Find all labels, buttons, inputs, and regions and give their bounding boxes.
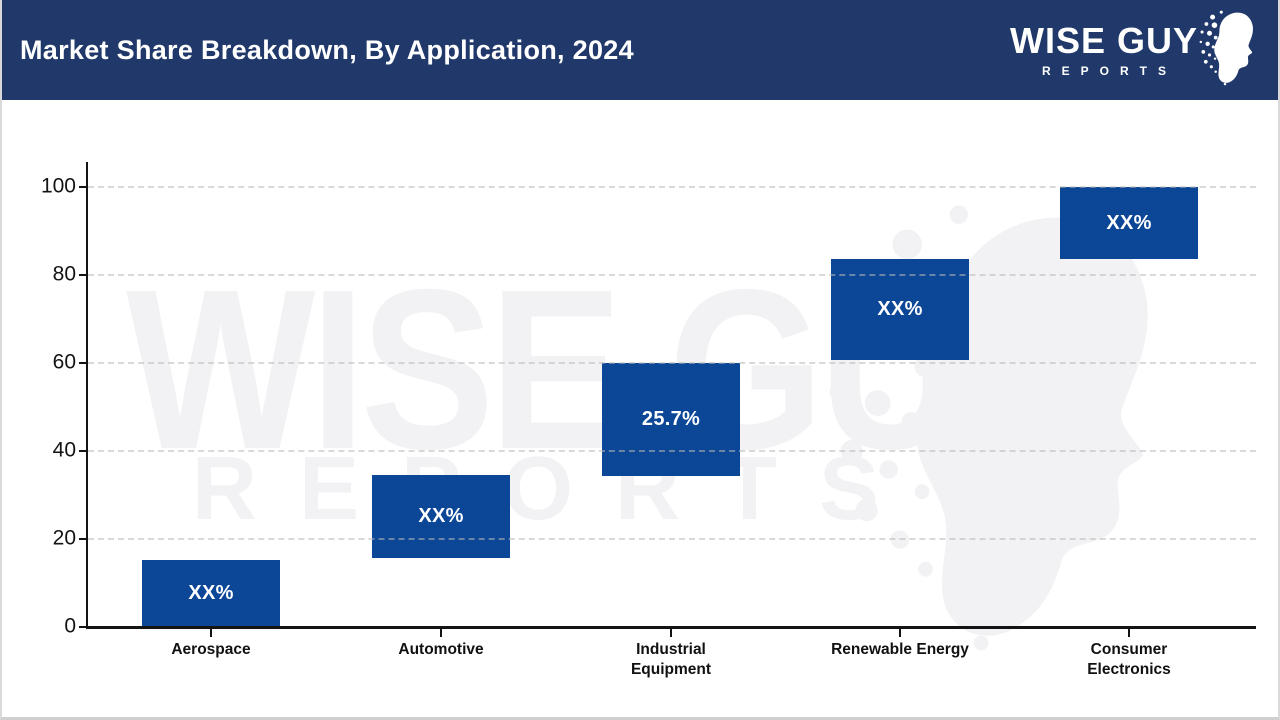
x-tick-mark-consumer-electronics	[1128, 628, 1130, 637]
y-axis	[86, 162, 88, 629]
y-tick-label-80: 80	[52, 262, 76, 286]
x-tick-mark-automotive	[440, 628, 442, 637]
x-category-label-line: Aerospace	[171, 640, 251, 658]
logo-wordmark: WISE GUY	[1009, 19, 1198, 61]
gridline-40	[88, 449, 1256, 452]
x-category-label: Renewable Energy	[784, 640, 1016, 661]
y-tick-label-100: 100	[40, 174, 76, 198]
y-tick-label-0: 0	[64, 614, 76, 638]
wiseguy-logo: WISE GUY REPORTS	[1010, 9, 1256, 91]
bar-value-label: XX%	[188, 581, 234, 604]
y-tick-label-40: 40	[52, 438, 76, 462]
x-category-label: Consumer Electronics	[1013, 640, 1245, 682]
logo-reports-text: REPORTS	[1041, 63, 1177, 78]
bar-value-label: XX%	[877, 297, 923, 320]
x-tick-mark-industrial-equipment	[670, 628, 672, 637]
gridline-20	[88, 537, 1256, 540]
gridline-60	[88, 361, 1256, 364]
bar-value-label: 25.7%	[641, 407, 701, 430]
x-category-label: Industrial Equipment	[555, 640, 787, 682]
x-category-label: Aerospace	[95, 640, 327, 661]
x-tick-mark-renewable-energy	[899, 628, 901, 637]
y-tick-mark-100	[79, 185, 88, 188]
y-tick-label-60: 60	[52, 350, 76, 374]
bar-industrial-equipment	[602, 362, 740, 476]
gridline-80	[88, 273, 1256, 276]
x-category-label-line: Equipment	[630, 661, 712, 679]
x-category-label-line: Industrial	[636, 640, 706, 658]
y-tick-mark-20	[79, 537, 88, 540]
y-tick-mark-40	[79, 449, 88, 452]
x-category-label: Automotive	[325, 640, 557, 661]
header-bar: Market Share Breakdown, By Application, …	[0, 0, 1280, 100]
logo-text: WISE GUY REPORTS	[1009, 19, 1198, 78]
y-tick-mark-80	[79, 273, 88, 276]
y-tick-label-20: 20	[52, 526, 76, 550]
logo-face-icon	[1194, 9, 1256, 91]
bar-value-label: XX%	[1106, 211, 1152, 234]
x-category-label-line: Automotive	[398, 640, 484, 658]
page-title: Market Share Breakdown, By Application, …	[20, 34, 634, 65]
x-category-label-line: Electronics	[1087, 661, 1171, 679]
x-category-label-line: Consumer	[1090, 640, 1168, 658]
bar-value-label: XX%	[418, 504, 464, 527]
x-axis	[86, 625, 1256, 629]
bar-aerospace	[142, 559, 280, 627]
gridline-100	[88, 185, 1256, 188]
y-tick-mark-0	[79, 625, 88, 628]
x-tick-mark-aerospace	[210, 628, 212, 637]
bar-automotive	[372, 474, 510, 559]
x-category-label-line: Renewable Energy	[831, 640, 969, 658]
y-tick-mark-60	[79, 361, 88, 364]
